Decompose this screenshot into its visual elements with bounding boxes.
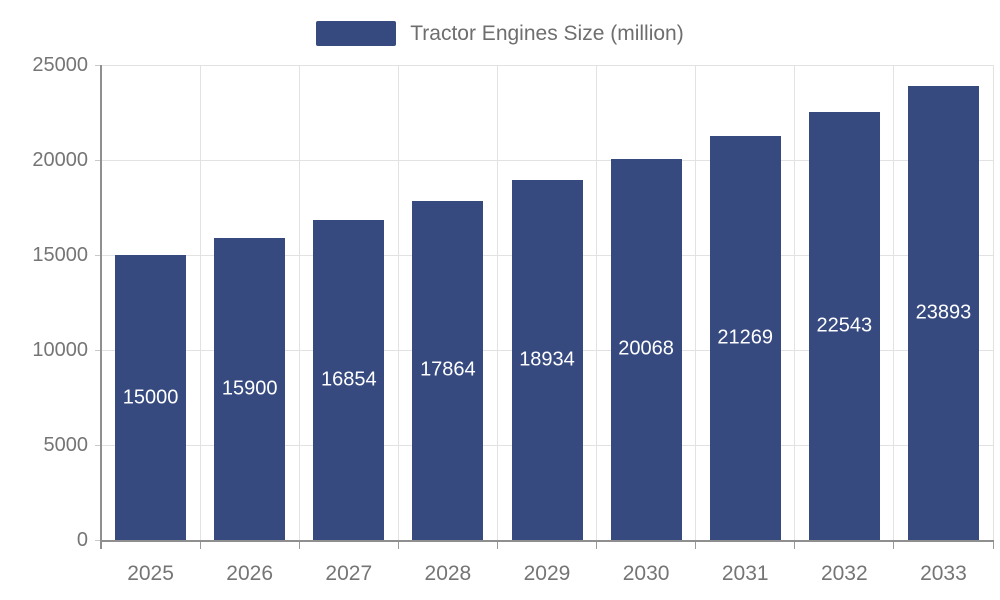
legend[interactable]: Tractor Engines Size (million)	[0, 21, 1000, 46]
bar-value-label: 23893	[915, 301, 972, 324]
x-tick-label: 2031	[721, 562, 769, 585]
bar: 20068	[610, 158, 682, 540]
bar: 15000	[115, 255, 187, 540]
x-axis-tick	[199, 542, 201, 549]
legend-label: Tractor Engines Size (million)	[410, 22, 684, 45]
y-axis-tick	[95, 349, 101, 351]
x-axis-tick	[893, 542, 895, 549]
bar-value-label: 17864	[420, 358, 476, 381]
y-tick-label: 5000	[43, 434, 89, 456]
x-axis-tick	[992, 542, 994, 549]
x-axis-tick	[298, 542, 300, 549]
y-axis-tick	[95, 444, 101, 446]
x-tick-label: 2030	[622, 562, 670, 585]
bar: 21269	[709, 135, 781, 540]
x-axis-tick	[695, 542, 697, 549]
bar: 16854	[313, 219, 385, 540]
x-tick-label: 2028	[424, 562, 472, 585]
x-axis-line	[101, 540, 994, 542]
bar-value-label: 22543	[816, 314, 873, 337]
gridline-vertical	[794, 65, 796, 540]
gridline-vertical	[199, 65, 201, 540]
x-tick-label: 2027	[325, 562, 373, 585]
gridline-horizontal	[101, 64, 993, 66]
x-tick-label: 2029	[523, 562, 571, 585]
y-tick-label: 20000	[32, 149, 88, 171]
x-axis-tick	[596, 542, 598, 549]
y-axis-tick	[95, 159, 101, 161]
legend-color-swatch-icon	[316, 21, 397, 46]
bar-value-label: 15000	[122, 386, 179, 408]
y-axis-tick	[95, 64, 101, 66]
bar: 23893	[907, 86, 979, 540]
x-tick-label: 2026	[226, 562, 274, 585]
x-tick-label: 2032	[820, 562, 868, 585]
gridline-vertical	[496, 65, 498, 540]
gridline-horizontal	[101, 159, 993, 161]
y-tick-label: 10000	[32, 339, 88, 361]
bar: 17864	[412, 200, 484, 540]
gridline-vertical	[992, 65, 994, 540]
y-axis-tick	[95, 539, 101, 541]
y-tick-label: 0	[76, 529, 88, 551]
bar-value-label: 16854	[320, 368, 377, 391]
gridline-vertical	[893, 65, 895, 540]
gridline-vertical	[695, 65, 697, 540]
x-axis-tick	[397, 542, 399, 549]
y-tick-label: 15000	[32, 244, 88, 266]
x-axis-tick	[794, 542, 796, 549]
x-tick-label: 2025	[127, 562, 174, 585]
y-axis-line	[100, 65, 102, 549]
gridline-vertical	[596, 65, 598, 540]
bar-value-label: 21269	[717, 326, 774, 349]
gridline-vertical	[397, 65, 399, 540]
bar-value-label: 20068	[618, 337, 674, 360]
bar: 18934	[511, 180, 583, 540]
bar: 15900	[214, 237, 286, 540]
gridline-vertical	[298, 65, 300, 540]
y-axis-tick	[95, 254, 101, 256]
bar-value-label: 15900	[221, 377, 278, 400]
x-axis-tick	[496, 542, 498, 549]
x-tick-label: 2033	[920, 562, 967, 585]
bar-value-label: 18934	[519, 348, 575, 371]
y-tick-label: 25000	[32, 54, 88, 76]
bar: 22543	[808, 111, 880, 540]
